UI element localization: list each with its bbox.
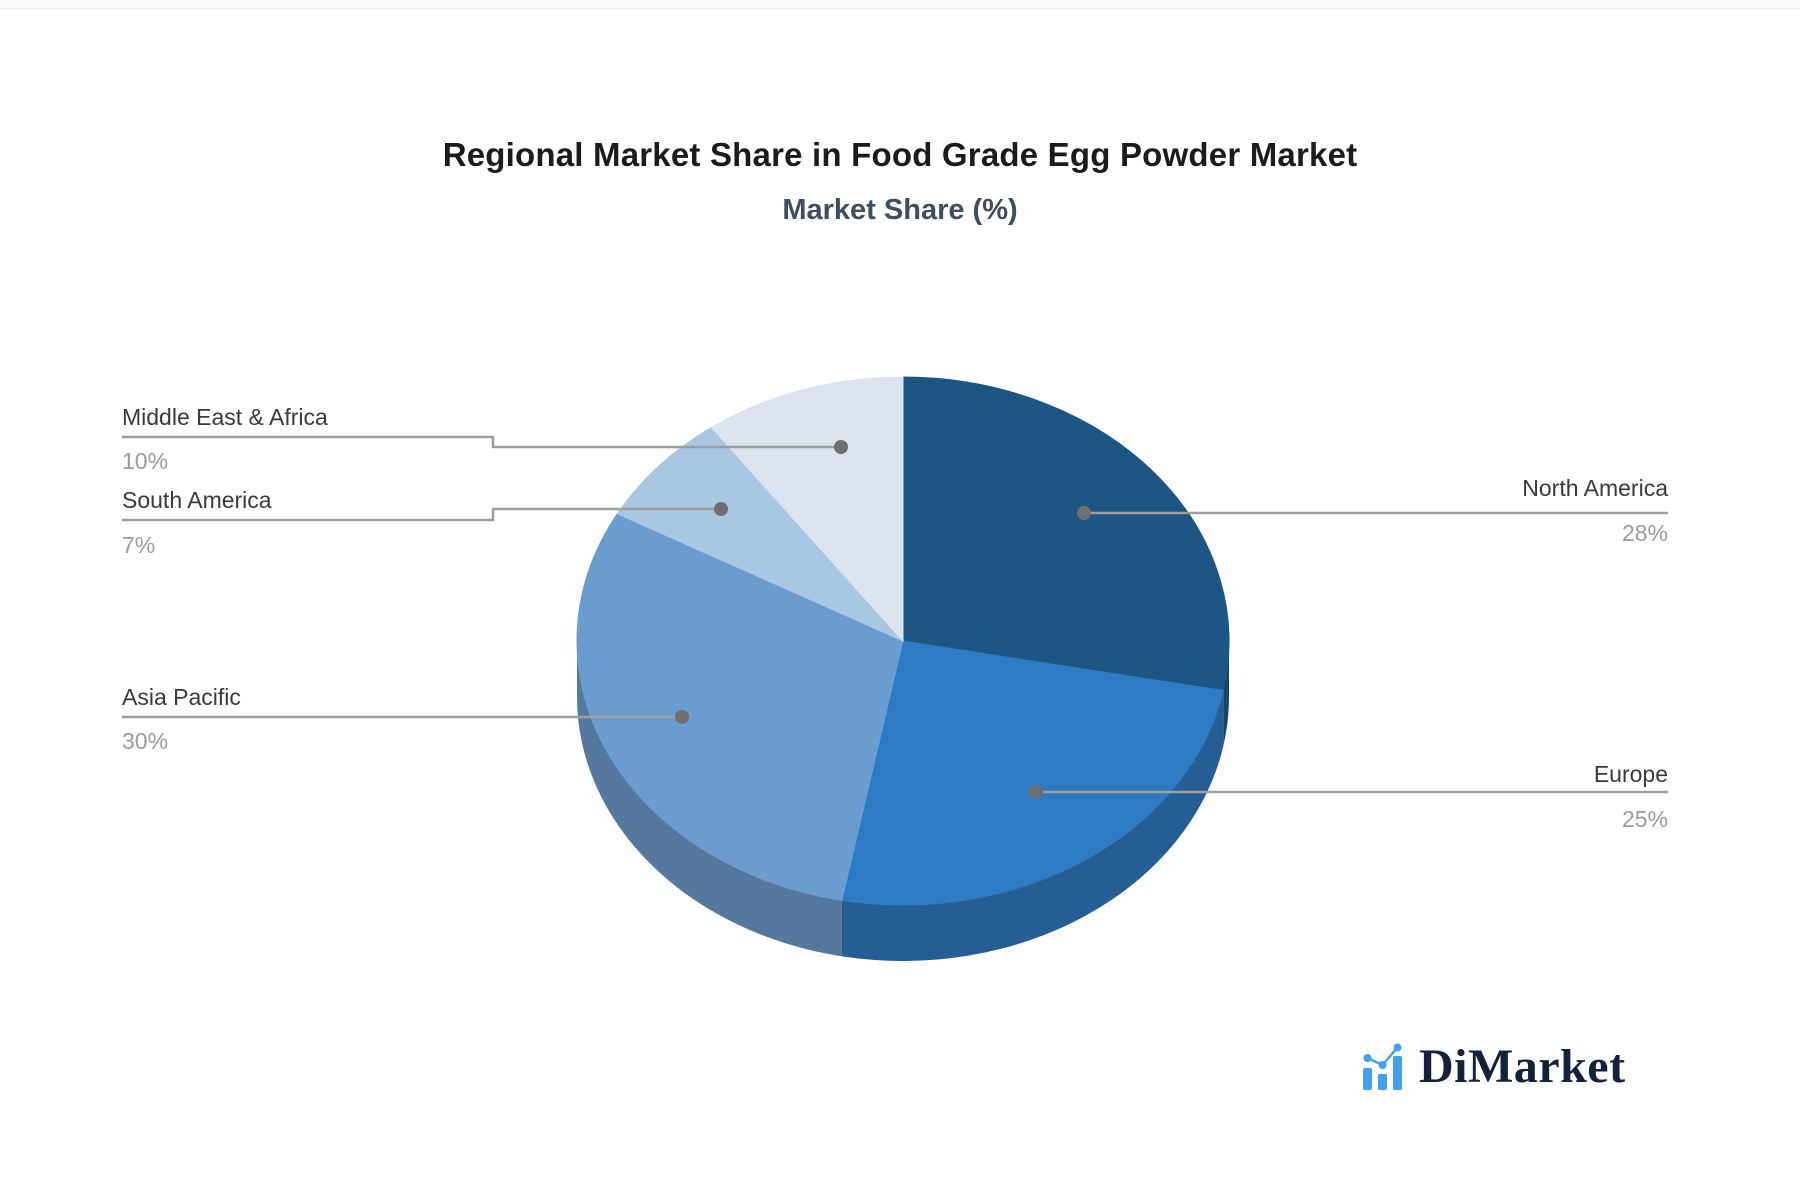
value-europe: 25% — [1621, 806, 1668, 832]
leader-dot-middle-east-africa — [834, 440, 848, 454]
leader-line-middle-east-africa — [122, 435, 841, 449]
leader-dot-south-america — [714, 502, 728, 516]
label-europe: Europe — [1593, 761, 1668, 787]
label-middle-east-africa: Middle East & Africa — [122, 404, 328, 430]
label-north-america: North America — [1522, 475, 1668, 501]
value-south-america: 7% — [122, 532, 156, 558]
logo-dot-1 — [1363, 1054, 1372, 1062]
logo-bar-2 — [1378, 1074, 1387, 1090]
brand-logo: DiMarket — [1360, 1042, 1626, 1092]
leader-dot-europe — [1029, 785, 1043, 799]
leader-dot-asia-pacific — [675, 710, 689, 724]
pie-slice-south-america[interactable] — [616, 426, 904, 642]
logo-dot-2 — [1378, 1061, 1387, 1069]
pie-slices — [576, 376, 1230, 906]
value-north-america: 28% — [1621, 520, 1668, 546]
pie-rim-europe — [841, 690, 1224, 962]
value-asia-pacific: 30% — [122, 728, 169, 754]
top-edge-strip — [0, 0, 1800, 9]
label-asia-pacific: Asia Pacific — [122, 684, 241, 710]
chart-subtitle: Market Share (%) — [782, 194, 1018, 226]
leader-dot-north-america — [1077, 506, 1091, 520]
logo-bar-1 — [1363, 1068, 1372, 1090]
pie-slice-north-america[interactable] — [902, 376, 1230, 692]
value-middle-east-africa: 10% — [122, 448, 169, 474]
brand-logo-text: DiMarket — [1419, 1040, 1626, 1093]
label-south-america: South America — [122, 487, 272, 513]
pie-slice-asia-pacific[interactable] — [576, 513, 904, 901]
pie-rim-asia-pacific — [577, 641, 842, 957]
pie-slice-middle-east-and-africa[interactable] — [710, 376, 904, 643]
callout-dots — [675, 440, 1091, 799]
pie-slice-europe[interactable] — [841, 640, 1224, 906]
logo-bar-3 — [1393, 1056, 1402, 1090]
brand-logo-icon — [1363, 1043, 1402, 1090]
leader-line-south-america — [122, 507, 721, 522]
callout-lines — [122, 435, 1668, 794]
chart-title: Regional Market Share in Food Grade Egg … — [442, 136, 1358, 173]
logo-dot-3 — [1393, 1043, 1402, 1052]
